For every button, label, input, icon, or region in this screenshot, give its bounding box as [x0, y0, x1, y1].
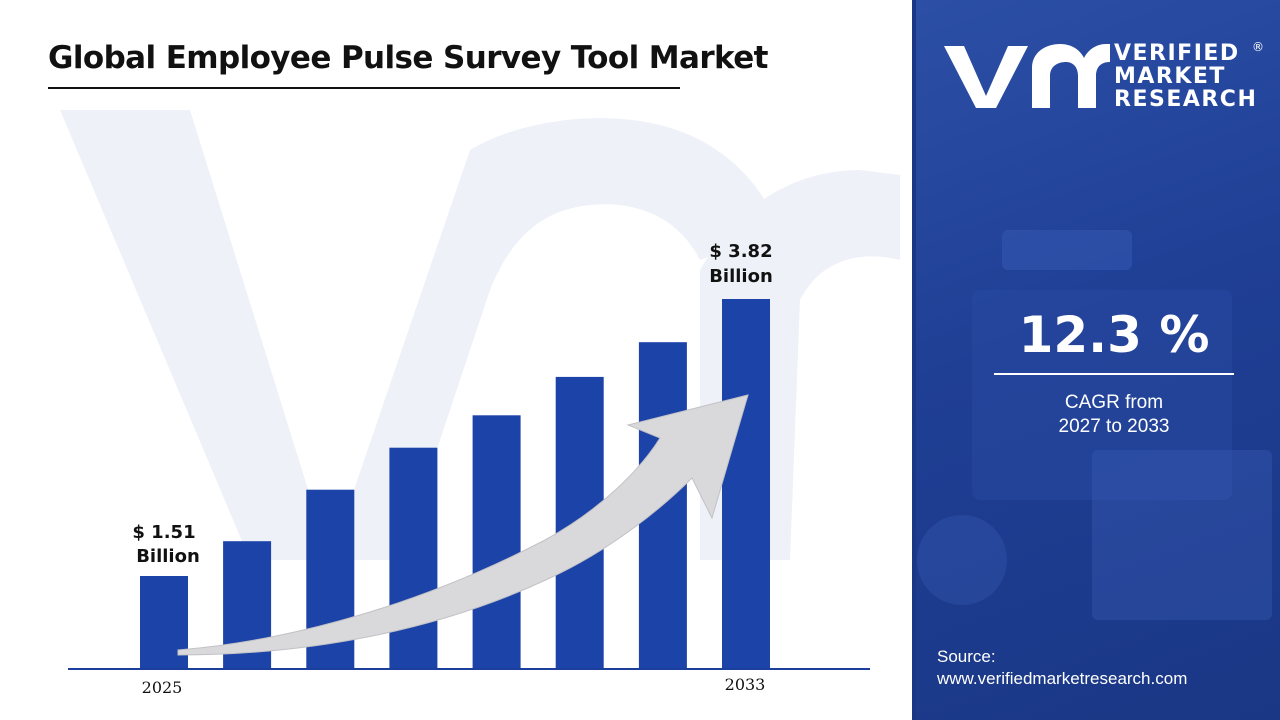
brand-line-1: VERIFIED — [1114, 41, 1240, 66]
x-tick-label-first: 2025 — [142, 678, 183, 697]
cagr-label-line1: CAGR from — [1064, 392, 1164, 413]
bar-4 — [389, 447, 438, 668]
bar-5 — [472, 415, 521, 668]
source-block: Source: www.verifiedmarketresearch.com — [937, 646, 1187, 690]
page-title: Global Employee Pulse Survey Tool Market — [48, 40, 768, 76]
bar-series — [140, 299, 770, 668]
title-underline — [48, 87, 680, 89]
trend-arrow — [177, 394, 749, 656]
panel-edge — [912, 0, 916, 720]
x-tick-label-last: 2033 — [725, 675, 766, 694]
bar-chart: $ 1.51 Billion $ 3.82 Billion 2025 2033 — [60, 110, 900, 697]
bar-8 — [722, 299, 770, 668]
chart-panel: $ 1.51 Billion $ 3.82 Billion 2025 2033 … — [48, 40, 900, 697]
brand-line-2: MARKET — [1114, 64, 1226, 89]
info-panel — [912, 0, 1280, 720]
registered-mark: ® — [1252, 40, 1264, 54]
photo-overlay — [917, 230, 1272, 620]
cagr-value: 12.3 % — [1018, 306, 1210, 364]
verified-logo-icon — [944, 44, 1110, 108]
first-value-label-line1: $ 1.51 — [132, 522, 195, 543]
last-value-label-line2: Billion — [709, 266, 773, 287]
cagr-divider — [994, 373, 1234, 375]
cagr-label-line2: 2027 to 2033 — [1058, 416, 1170, 437]
cagr-label: CAGR from 2027 to 2033 — [994, 391, 1234, 439]
x-tick-labels: 2025 2033 — [142, 675, 766, 697]
first-value-label-line2: Billion — [136, 546, 200, 567]
brand-wordmark: VERIFIED MARKET RESEARCH — [1114, 42, 1257, 111]
brand-line-3: RESEARCH — [1114, 87, 1258, 112]
source-label: Source: — [937, 647, 996, 666]
last-value-label-line1: $ 3.82 — [709, 241, 772, 262]
value-labels: $ 1.51 Billion $ 3.82 Billion — [132, 241, 772, 567]
source-url[interactable]: www.verifiedmarketresearch.com — [937, 669, 1188, 688]
